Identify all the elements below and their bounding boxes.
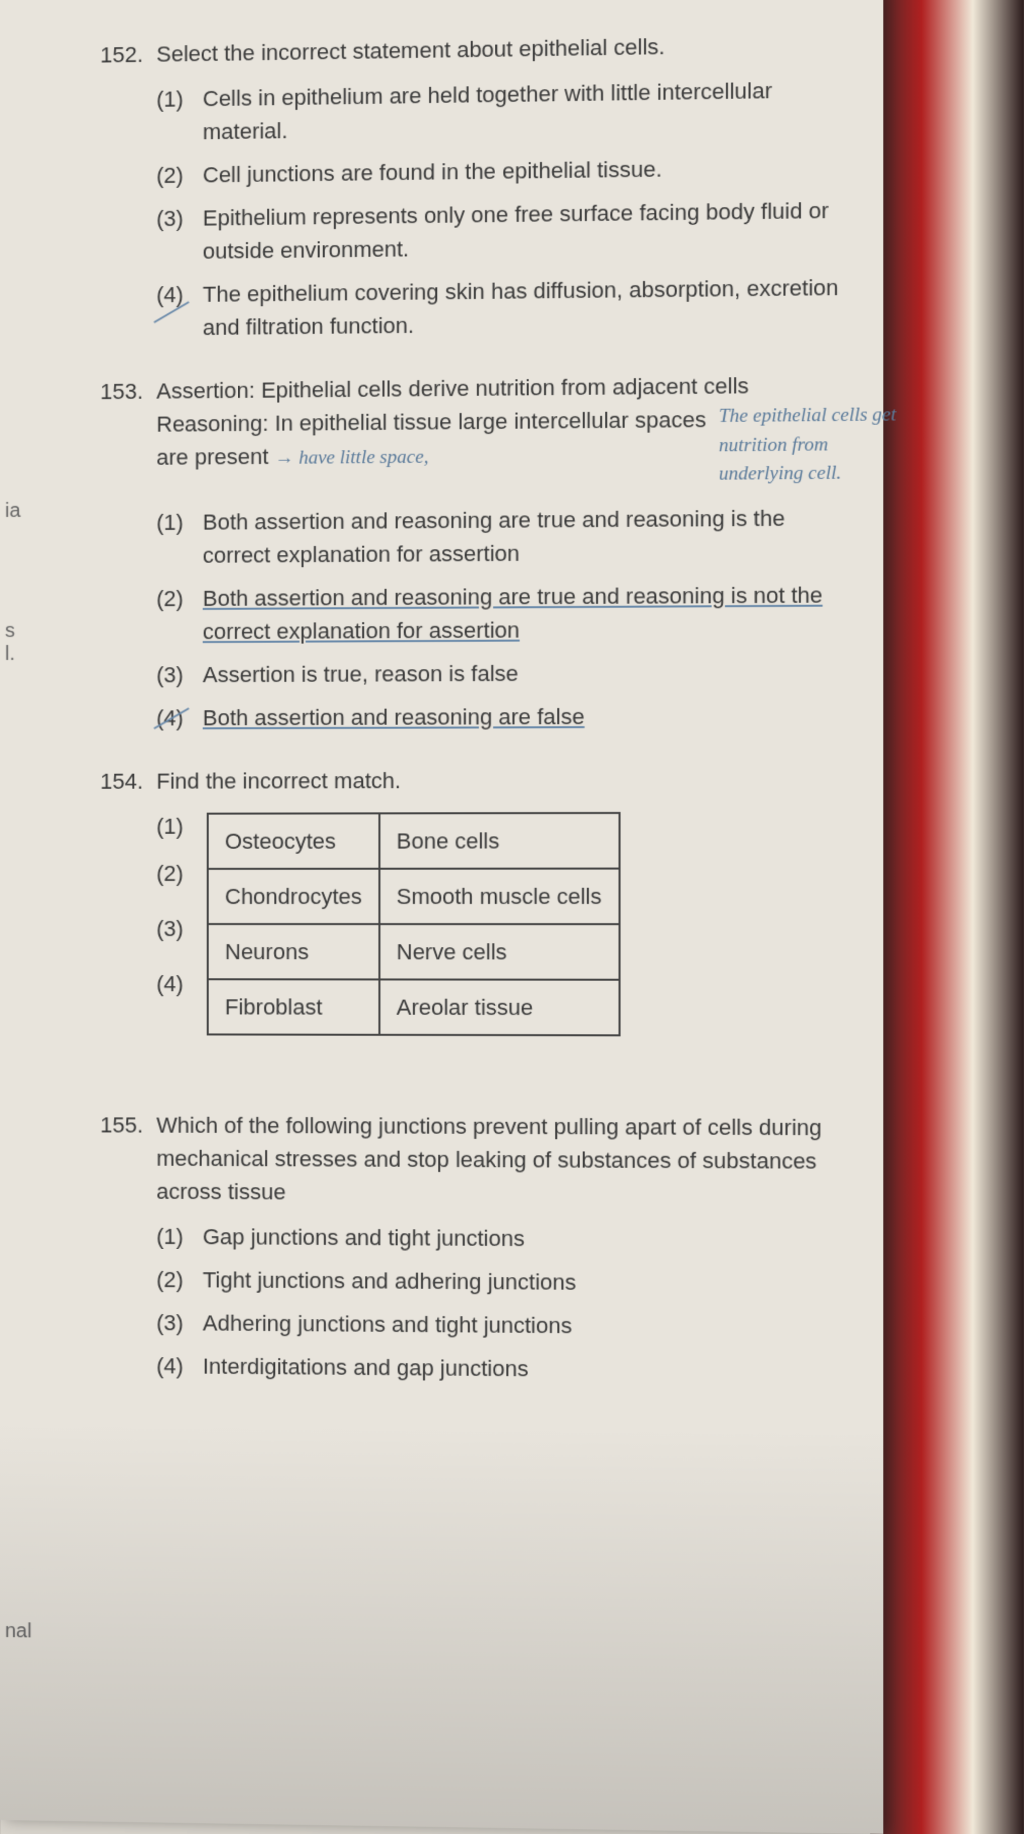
shadow-gradient	[0, 1420, 883, 1834]
opt-num: (2)	[156, 158, 192, 192]
opt-text: The epithelium covering skin has diffusi…	[203, 271, 853, 344]
margin-label-2: s l.	[5, 620, 15, 666]
opt-text: Cell junctions are found in the epitheli…	[203, 150, 853, 192]
q-text: Select the incorrect statement about epi…	[156, 27, 852, 71]
opt-num: (4)	[156, 1349, 192, 1382]
opt-num: (3)	[156, 658, 192, 691]
handwritten-note: The epithelial cells get nutrition from …	[719, 401, 904, 489]
opt-text: Epithelium represents only one free surf…	[203, 193, 853, 267]
q-number: 153.	[100, 375, 146, 494]
opt-num: (2)	[156, 581, 192, 647]
q-number: 154.	[100, 764, 146, 797]
opt-text: Tight junctions and adhering junctions	[203, 1263, 853, 1300]
q-number: 152.	[100, 38, 146, 72]
opt-num: (2)	[156, 1262, 192, 1295]
opt-num: (4)	[156, 967, 852, 1001]
q-text: Find the incorrect match.	[156, 762, 852, 797]
opt-num: (4)	[156, 701, 192, 734]
margin-label-3: nal	[5, 1620, 32, 1643]
opt-text: Cells in epithelium are held together wi…	[203, 73, 853, 149]
question-155: 155. Which of the following junctions pr…	[100, 1108, 852, 1388]
question-152: 152. Select the incorrect statement abou…	[100, 27, 852, 345]
assertion-text: Assertion: Epithelial cells derive nutri…	[156, 373, 748, 404]
opt-text: Assertion is true, reason is false	[203, 655, 853, 691]
opt-num: (3)	[156, 202, 192, 269]
q-text: Assertion: Epithelial cells derive nutri…	[156, 368, 852, 493]
opt-text: Both assertion and reasoning are false	[203, 698, 853, 733]
opt-text: Gap junctions and tight junctions	[203, 1220, 853, 1257]
question-153: 153. Assertion: Epithelial cells derive …	[100, 368, 852, 734]
opt-num: (1)	[156, 1219, 192, 1252]
handwritten-note: → have little space,	[275, 447, 429, 469]
opt-num: (3)	[156, 1306, 192, 1339]
page: ia s l. nal 152. Select the incorrect st…	[0, 0, 883, 1834]
opt-text: Adhering junctions and tight junctions	[203, 1306, 853, 1344]
opt-text: Interdigitations and gap junctions	[203, 1349, 853, 1387]
opt-num: (2)	[156, 856, 852, 890]
q-text: Which of the following junctions prevent…	[156, 1108, 852, 1211]
opt-text: Both assertion and reasoning are true an…	[203, 578, 853, 648]
opt-num: (1)	[156, 82, 192, 149]
opt-num: (4)	[156, 278, 192, 345]
q-number: 155.	[100, 1108, 146, 1207]
margin-label-1: ia	[5, 500, 21, 523]
opt-text: Both assertion and reasoning are true an…	[203, 500, 853, 571]
opt-num: (1)	[156, 809, 192, 842]
reasoning-text: Reasoning: In epithelial tissue large in…	[156, 407, 706, 470]
opt-num: (3)	[156, 912, 852, 946]
opt-num: (1)	[156, 505, 192, 571]
